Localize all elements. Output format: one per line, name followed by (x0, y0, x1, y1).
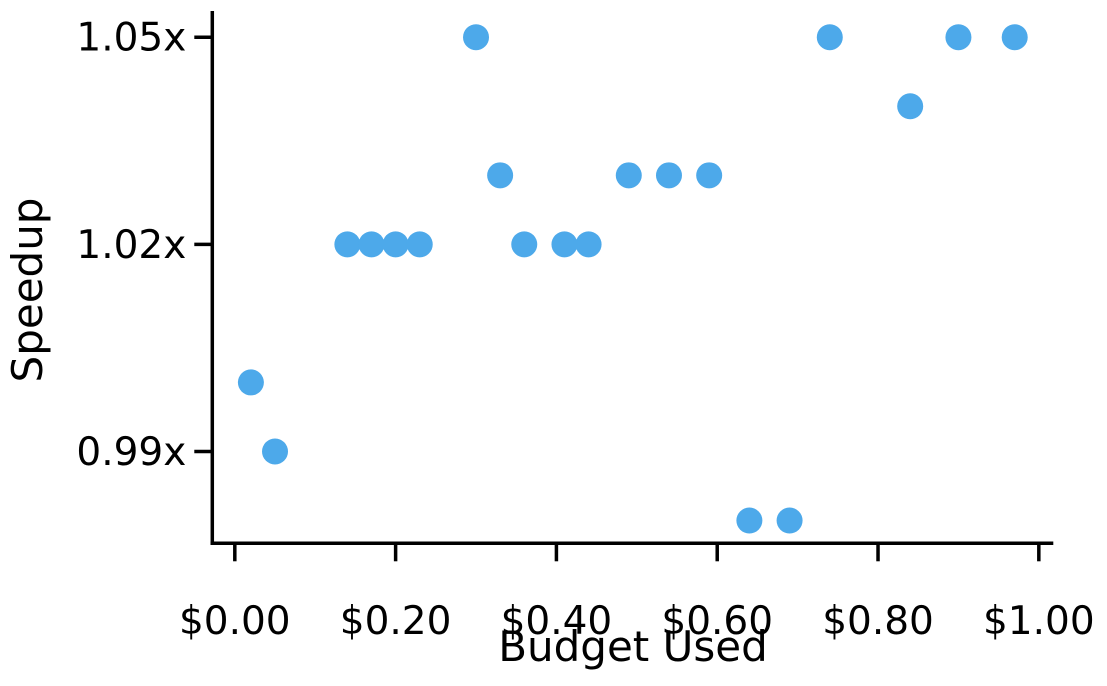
scatter-point (1001, 24, 1028, 51)
x-tick-label: $0.40 (501, 599, 613, 644)
scatter-point (615, 162, 642, 189)
scatter-point (358, 231, 385, 258)
scatter-point (575, 231, 602, 258)
scatter-point (816, 24, 843, 51)
x-tick-label: $0.60 (661, 599, 773, 644)
scatter-point (262, 438, 289, 465)
scatter-point (897, 93, 924, 120)
scatter-point (655, 162, 682, 189)
scatter-point (945, 24, 972, 51)
x-tick-label: $0.80 (822, 599, 934, 644)
x-axis-ticks: $0.00 $0.20 $0.40 $0.60 $0.80 $1.00 (179, 543, 1095, 644)
scatter-point (334, 231, 361, 258)
scatter-point (736, 507, 763, 534)
y-tick-label: 0.99x (76, 430, 186, 475)
scatter-point (406, 231, 433, 258)
scatter-point (382, 231, 409, 258)
x-tick-label: $0.20 (340, 599, 452, 644)
scatter-point (551, 231, 578, 258)
scatter-point (511, 231, 538, 258)
x-tick-label: $0.00 (179, 599, 291, 644)
axes-spines (210, 11, 1054, 546)
scatter-point (487, 162, 514, 189)
scatter-point (776, 507, 803, 534)
y-tick-label: 1.02x (76, 223, 186, 268)
y-axis-ticks: 0.99x 1.02x 1.05x (76, 16, 213, 475)
x-axis-label: Budget Used (498, 622, 768, 671)
scatter-point (463, 24, 490, 51)
y-tick-label: 1.05x (76, 16, 186, 61)
scatter-points (237, 24, 1028, 534)
y-axis-label: Speedup (3, 198, 52, 383)
scatter-point (696, 162, 723, 189)
x-tick-label: $1.00 (983, 599, 1095, 644)
scatter-point (237, 369, 264, 396)
